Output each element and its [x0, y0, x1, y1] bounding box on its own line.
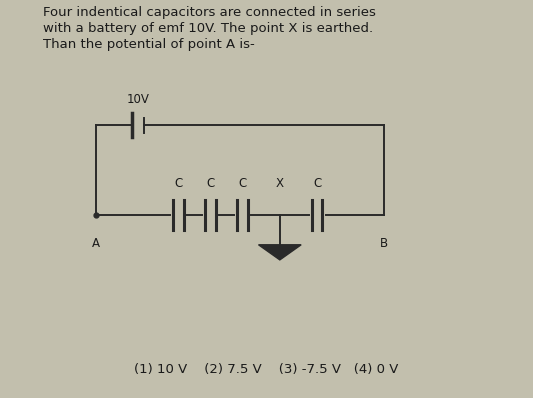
Text: with a battery of emf 10V. The point X is earthed.: with a battery of emf 10V. The point X i… [43, 22, 373, 35]
Text: C: C [174, 177, 183, 190]
Polygon shape [259, 245, 301, 260]
Text: A: A [92, 237, 100, 250]
Text: C: C [206, 177, 215, 190]
Text: (1) 10 V    (2) 7.5 V    (3) -7.5 V   (4) 0 V: (1) 10 V (2) 7.5 V (3) -7.5 V (4) 0 V [134, 363, 399, 376]
Text: 10V: 10V [127, 93, 150, 106]
Text: C: C [313, 177, 321, 190]
Text: B: B [379, 237, 388, 250]
Text: C: C [238, 177, 247, 190]
Text: X: X [276, 177, 284, 190]
Text: Four indentical capacitors are connected in series: Four indentical capacitors are connected… [43, 6, 376, 19]
Text: Than the potential of point A is-: Than the potential of point A is- [43, 38, 254, 51]
